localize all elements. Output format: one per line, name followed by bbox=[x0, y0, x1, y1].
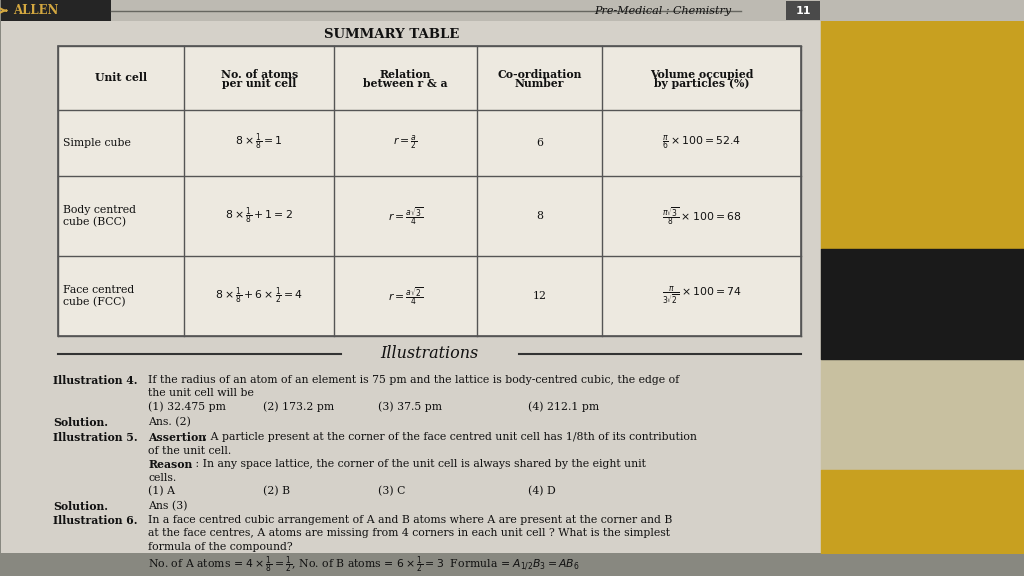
Text: $r=\frac{a\sqrt{3}}{4}$: $r=\frac{a\sqrt{3}}{4}$ bbox=[388, 205, 423, 227]
Text: Body centred
cube (BCC): Body centred cube (BCC) bbox=[63, 205, 136, 227]
Text: SUMMARY TABLE: SUMMARY TABLE bbox=[324, 28, 459, 41]
Text: (3) 37.5 pm: (3) 37.5 pm bbox=[378, 401, 442, 412]
Text: Illustration 5.: Illustration 5. bbox=[53, 432, 138, 444]
Text: Unit cell: Unit cell bbox=[95, 73, 147, 84]
Text: : A particle present at the corner of the face centred unit cell has 1/8th of it: : A particle present at the corner of th… bbox=[200, 432, 697, 442]
Text: Ans. (2): Ans. (2) bbox=[148, 417, 191, 427]
Text: Illustrations: Illustrations bbox=[381, 345, 479, 362]
Text: If the radius of an atom of an element is 75 pm and the lattice is body-centred : If the radius of an atom of an element i… bbox=[148, 374, 680, 385]
Text: $8\times\frac{1}{8}+1=2$: $8\times\frac{1}{8}+1=2$ bbox=[225, 206, 293, 227]
Text: ALLEN: ALLEN bbox=[13, 4, 58, 17]
Text: In a face centred cubic arrangement of A and B atoms where A are present at the : In a face centred cubic arrangement of A… bbox=[148, 515, 673, 525]
Text: $\frac{\pi\sqrt{3}}{8}\times100=68$: $\frac{\pi\sqrt{3}}{8}\times100=68$ bbox=[663, 205, 741, 227]
FancyBboxPatch shape bbox=[1, 0, 1024, 21]
FancyBboxPatch shape bbox=[1, 0, 112, 21]
FancyBboxPatch shape bbox=[1, 0, 821, 553]
FancyBboxPatch shape bbox=[58, 46, 802, 336]
Text: 6: 6 bbox=[536, 138, 543, 148]
Text: between r & a: between r & a bbox=[364, 78, 447, 89]
Text: by particles (%): by particles (%) bbox=[654, 78, 750, 89]
Text: $r=\frac{a\sqrt{2}}{4}$: $r=\frac{a\sqrt{2}}{4}$ bbox=[388, 285, 423, 307]
Text: at the face centres, A atoms are missing from 4 corners in each unit cell ? What: at the face centres, A atoms are missing… bbox=[148, 528, 671, 538]
Text: Assertion: Assertion bbox=[148, 432, 206, 444]
Text: Relation: Relation bbox=[380, 69, 431, 79]
Text: 12: 12 bbox=[532, 291, 547, 301]
Text: the unit cell will be: the unit cell will be bbox=[148, 388, 254, 398]
Text: $8\times\frac{1}{8}=1$: $8\times\frac{1}{8}=1$ bbox=[236, 132, 284, 153]
Text: $r=\frac{a}{2}$: $r=\frac{a}{2}$ bbox=[393, 134, 418, 152]
Text: $\frac{\pi}{3\sqrt{2}}\times100=74$: $\frac{\pi}{3\sqrt{2}}\times100=74$ bbox=[662, 285, 741, 308]
Text: (1) 32.475 pm: (1) 32.475 pm bbox=[148, 401, 226, 412]
FancyBboxPatch shape bbox=[821, 0, 1024, 553]
Text: (1) A: (1) A bbox=[148, 486, 175, 497]
Text: : In any space lattice, the corner of the unit cell is always shared by the eigh: : In any space lattice, the corner of th… bbox=[193, 459, 646, 469]
Text: Ans (3): Ans (3) bbox=[148, 501, 187, 511]
Text: $\frac{\pi}{6}\times100=52.4$: $\frac{\pi}{6}\times100=52.4$ bbox=[663, 134, 741, 152]
Text: formula of the compound?: formula of the compound? bbox=[148, 541, 293, 552]
Text: (4) D: (4) D bbox=[527, 486, 555, 497]
Text: $8\times\frac{1}{8}+6\times\frac{1}{2}=4$: $8\times\frac{1}{8}+6\times\frac{1}{2}=4… bbox=[215, 286, 303, 307]
Text: cells.: cells. bbox=[148, 472, 176, 483]
Text: per unit cell: per unit cell bbox=[222, 78, 297, 89]
Text: Number: Number bbox=[515, 78, 564, 89]
Text: No. of atoms: No. of atoms bbox=[221, 69, 298, 79]
Text: Reason: Reason bbox=[148, 459, 193, 470]
Text: of the unit cell.: of the unit cell. bbox=[148, 446, 231, 456]
Text: Solution.: Solution. bbox=[53, 501, 109, 512]
Text: Solution.: Solution. bbox=[53, 417, 109, 428]
FancyBboxPatch shape bbox=[786, 1, 820, 20]
Text: No. of A atoms = $4\times\frac{1}{8}=\frac{1}{2}$, No. of B atoms = $6\times\fra: No. of A atoms = $4\times\frac{1}{8}=\fr… bbox=[148, 555, 580, 576]
Text: 8: 8 bbox=[536, 211, 543, 221]
Text: (2) 173.2 pm: (2) 173.2 pm bbox=[263, 401, 334, 412]
Text: Illustration 4.: Illustration 4. bbox=[53, 374, 138, 386]
Text: Illustration 6.: Illustration 6. bbox=[53, 515, 138, 526]
Text: (3) C: (3) C bbox=[378, 486, 406, 497]
Text: 11: 11 bbox=[796, 6, 811, 16]
Text: Face centred
cube (FCC): Face centred cube (FCC) bbox=[63, 285, 134, 307]
Text: Simple cube: Simple cube bbox=[63, 138, 131, 148]
Text: Pre-Medical : Chemistry: Pre-Medical : Chemistry bbox=[594, 6, 731, 16]
Text: Co-ordination: Co-ordination bbox=[498, 69, 582, 79]
Text: (2) B: (2) B bbox=[263, 486, 290, 497]
Text: (4) 212.1 pm: (4) 212.1 pm bbox=[527, 401, 599, 412]
Text: Volume occupied: Volume occupied bbox=[650, 69, 754, 79]
